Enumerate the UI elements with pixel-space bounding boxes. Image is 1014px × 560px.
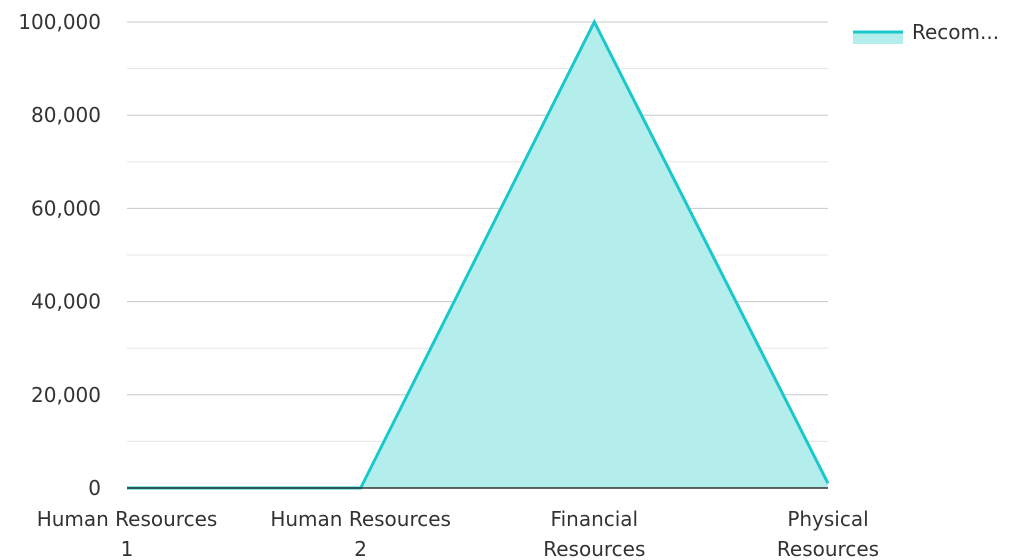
legend-swatch-fill <box>853 32 903 44</box>
y-tick-label: 60,000 <box>31 196 101 220</box>
y-tick-label: 100,000 <box>18 10 101 34</box>
x-tick-label: Human Resources 2 <box>270 507 451 560</box>
x-tick-labels: Human Resources 1 Human Resources 2 Financia… <box>37 507 879 560</box>
y-tick-label: 40,000 <box>31 290 101 314</box>
x-tick-label: Physical Resources <box>777 507 879 560</box>
x-tick-label: Human Resources 1 <box>37 507 218 560</box>
x-tick-label: Financial Resources <box>543 507 645 560</box>
y-tick-label: 80,000 <box>31 103 101 127</box>
legend[interactable]: Recom... <box>853 20 999 44</box>
y-tick-label: 0 <box>88 476 101 500</box>
y-tick-label: 20,000 <box>31 383 101 407</box>
y-tick-labels: 0 20,000 40,000 60,000 80,000 100,000 <box>18 10 101 500</box>
legend-label: Recom... <box>912 20 999 44</box>
